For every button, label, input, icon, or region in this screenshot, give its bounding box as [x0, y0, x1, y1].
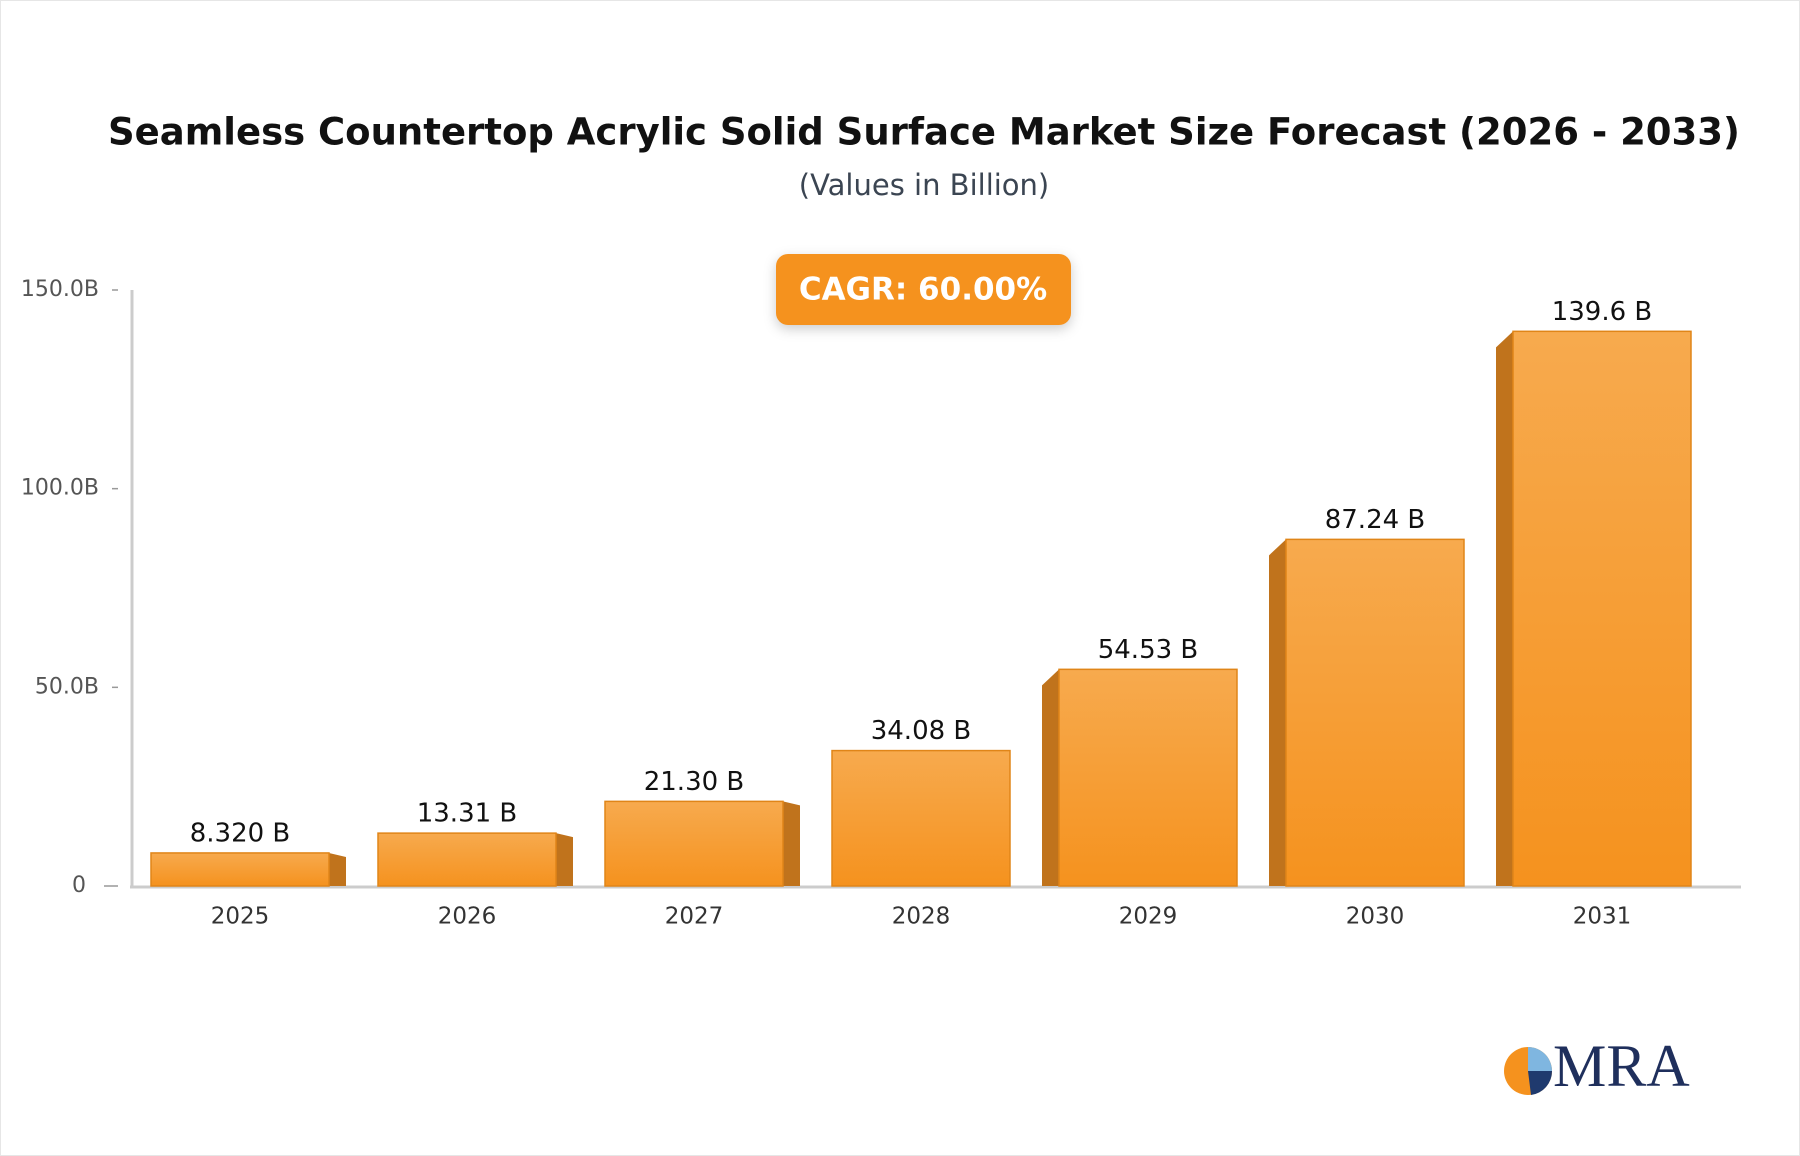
x-tick-label: 2030 — [1346, 904, 1405, 930]
value-label: 13.31 B — [417, 799, 518, 829]
bar — [831, 749, 1011, 887]
x-tick-label: 2027 — [665, 904, 724, 930]
bar-side — [1496, 331, 1513, 887]
bar-side — [783, 801, 800, 886]
bar-side — [329, 852, 346, 886]
value-label: 21.30 B — [644, 767, 745, 797]
value-label: 139.6 B — [1552, 297, 1653, 327]
x-tick-label: 2031 — [1573, 904, 1632, 930]
value-label: 34.08 B — [871, 716, 972, 746]
bar — [1058, 668, 1238, 887]
chart-subtitle: (Values in Billion) — [799, 168, 1050, 202]
bar-side — [556, 833, 573, 886]
x-tick-label: 2028 — [892, 904, 951, 930]
x-tick-label: 2029 — [1119, 904, 1178, 930]
value-label: 54.53 B — [1098, 635, 1199, 665]
annotation: CAGR: 60.00% — [799, 272, 1047, 308]
bar — [150, 852, 330, 887]
bar — [1285, 538, 1465, 887]
bar — [604, 800, 784, 887]
bar-side — [1269, 539, 1286, 886]
y-tick-label: 0 — [72, 873, 86, 898]
bar — [377, 832, 557, 887]
cagr-badge: CAGR: 60.00% — [776, 254, 1071, 325]
logo: MRA — [1504, 1033, 1690, 1099]
logo-slice — [1528, 1047, 1552, 1071]
x-tick-label: 2025 — [211, 904, 270, 930]
y-tick-label: 100.0B — [21, 476, 99, 501]
logo-text: MRA — [1553, 1033, 1690, 1099]
chart-title: Seamless Countertop Acrylic Solid Surfac… — [108, 111, 1740, 154]
bar-side — [1042, 669, 1059, 886]
x-tick-label: 2026 — [438, 904, 497, 930]
bar — [1512, 330, 1692, 887]
value-label: 8.320 B — [190, 818, 291, 848]
logo-slice — [1528, 1071, 1553, 1095]
y-tick-label: 50.0B — [35, 674, 99, 699]
y-tick-label: 150.0B — [21, 277, 99, 302]
badge-box — [776, 254, 1071, 325]
value-label: 87.24 B — [1325, 505, 1426, 535]
